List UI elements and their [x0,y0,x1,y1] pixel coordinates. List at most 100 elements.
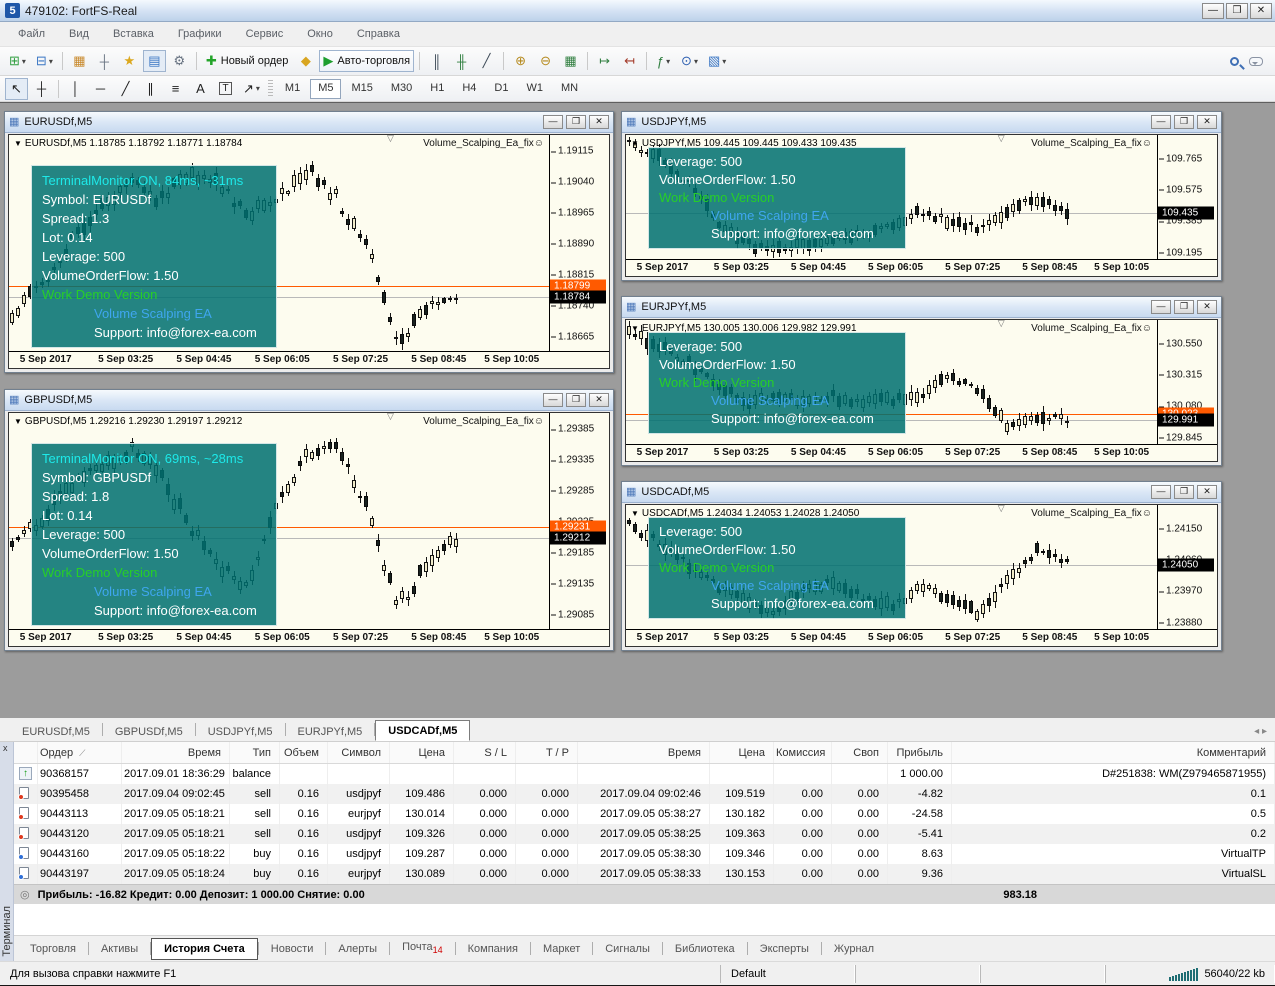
terminal-tab-0[interactable]: Торговля [30,942,76,955]
chart-minimize-button[interactable]: — [1151,115,1171,129]
zoom-in-button[interactable]: ⊕ [509,50,532,72]
candlestick-chart-button[interactable]: ╫ [450,50,473,72]
auto-scroll-button[interactable]: ↦ [593,50,616,72]
menu-item-0[interactable]: Файл [18,28,46,40]
chart-restore-button[interactable]: ❒ [1174,485,1194,499]
chart-window-titlebar[interactable]: ▦ EURJPYf,M5 — ❒ ✕ [622,297,1221,318]
search-icon[interactable] [1230,56,1239,66]
cursor-tool-button[interactable]: ↖ [5,77,28,100]
column-header-2[interactable]: Время [122,742,230,763]
table-row[interactable]: 90443197 2017.09.05 05:18:24 buy 0.16 eurjpy… [14,864,1275,884]
chart-shift-button[interactable]: ↤ [618,50,641,72]
horizontal-line-tool-button[interactable]: ─ [89,78,112,100]
chart-tab-usdjpyf[interactable]: USDJPYf,M5 [207,726,273,738]
crosshair-tool-button[interactable]: ┼ [30,78,53,100]
chart-tab-usdcadf[interactable]: USDCADf,M5 [375,720,471,741]
column-header-4[interactable]: Объем [280,742,328,763]
chart-plot-area[interactable]: ▼ GBPUSDf,M5 1.29216 1.29230 1.29197 1.29… [9,413,549,629]
metaeditor-button[interactable]: ◆ [294,50,317,72]
trendline-tool-button[interactable]: ╱ [114,78,137,100]
terminal-tab-2[interactable]: История Счета [151,937,258,960]
tab-scroll-arrows[interactable]: ◂ ▸ [1254,726,1267,737]
tile-windows-button[interactable]: ▦ [559,50,582,72]
chart-restore-button[interactable]: ❒ [1174,300,1194,314]
strategy-tester-button[interactable]: ⚙ [168,50,191,72]
timeframe-m5-button[interactable]: M5 [310,78,342,99]
terminal-tab-3[interactable]: Новости [270,942,314,955]
chart-minimize-button[interactable]: — [543,115,563,129]
terminal-tab-5[interactable]: Почта14 [402,941,443,956]
vertical-line-tool-button[interactable]: │ [64,78,87,100]
column-header-5[interactable]: Символ [328,742,390,763]
arrows-tool-button[interactable]: ↗ ▾ [239,78,264,100]
terminal-tab-11[interactable]: Журнал [833,942,875,955]
column-header-14[interactable]: Комментарий [952,742,1275,763]
text-label-tool-button[interactable]: T [214,78,237,100]
chart-window-titlebar[interactable]: ▦ USDCADf,M5 — ❒ ✕ [622,482,1221,503]
terminal-tab-1[interactable]: Активы [100,942,139,955]
column-header-6[interactable]: Цена [390,742,454,763]
column-header-3[interactable]: Тип [230,742,280,763]
new-order-button[interactable]: ✚ Новый ордер [202,50,293,72]
chart-plot-area[interactable]: ▼ EURJPYf,M5 130.005 130.006 129.982 129.… [626,320,1157,444]
chart-tab-eurusdf[interactable]: EURUSDf,M5 [22,726,90,738]
chart-restore-button[interactable]: ❒ [566,393,586,407]
terminal-tab-6[interactable]: Компания [467,942,518,955]
channel-tool-button[interactable]: ∥ [139,78,162,100]
menu-item-3[interactable]: Графики [177,28,222,40]
status-profile[interactable]: Default [720,964,855,983]
chart-plot-area[interactable]: ▼ USDCADf,M5 1.24034 1.24053 1.24028 1.24… [626,505,1157,629]
timeframe-m1-button[interactable]: M1 [284,81,301,94]
terminal-close-icon[interactable]: x [3,743,8,753]
menu-item-6[interactable]: Справка [356,28,400,40]
column-header-10[interactable]: Цена [710,742,774,763]
chart-tab-gbpusdf[interactable]: GBPUSDf,M5 [114,726,183,738]
chart-tab-eurjpyf[interactable]: EURJPYf,M5 [297,726,363,738]
terminal-tab-9[interactable]: Библиотека [674,942,735,955]
periods-button[interactable]: ⊙ ▾ [677,50,702,72]
table-row[interactable]: ↑ 90368157 2017.09.01 18:36:29 balance 1 000… [14,764,1275,784]
menu-item-2[interactable]: Вставка [112,28,154,40]
menu-item-1[interactable]: Вид [69,28,89,40]
profiles-button[interactable]: ⊟ ▾ [32,50,57,72]
zoom-out-button[interactable]: ⊖ [534,50,557,72]
chart-window-titlebar[interactable]: ▦ USDJPYf,M5 — ❒ ✕ [622,112,1221,133]
timeframe-d1-button[interactable]: D1 [494,81,509,94]
column-header-12[interactable]: Своп [832,742,888,763]
templates-button[interactable]: ▧ ▾ [704,50,730,72]
chart-close-button[interactable]: ✕ [589,393,609,407]
chart-window-titlebar[interactable]: ▦ GBPUSDf,M5 — ❒ ✕ [5,390,613,411]
timeframe-mn-button[interactable]: MN [560,81,579,94]
chart-window-titlebar[interactable]: ▦ EURUSDf,M5 — ❒ ✕ [5,112,613,133]
terminal-tab-7[interactable]: Маркет [542,942,581,955]
chart-plot-area[interactable]: ▼ EURUSDf,M5 1.18785 1.18792 1.18771 1.18… [9,135,549,351]
autotrade-button[interactable]: ▶ Авто-торговля [319,50,415,72]
navigator-button[interactable]: ★ [118,50,141,72]
column-header-9[interactable]: Время [578,742,710,763]
table-row[interactable]: 90443160 2017.09.05 05:18:22 buy 0.16 usdjpy… [14,844,1275,864]
chart-minimize-button[interactable]: — [1151,485,1171,499]
indicators-button[interactable]: ƒ ▾ [652,50,675,72]
chart-restore-button[interactable]: ❒ [566,115,586,129]
column-header-7[interactable]: S / L [454,742,516,763]
terminal-button[interactable]: ▤ [142,50,166,72]
chart-minimize-button[interactable]: — [543,393,563,407]
chart-close-button[interactable]: ✕ [1197,115,1217,129]
bar-chart-button[interactable]: ║ [425,50,448,72]
timeframe-h4-button[interactable]: H4 [462,81,477,94]
chart-close-button[interactable]: ✕ [1197,485,1217,499]
terminal-tab-8[interactable]: Сигналы [605,942,650,955]
terminal-tab-4[interactable]: Алерты [338,942,378,955]
fibonacci-tool-button[interactable]: ≡ [164,78,187,100]
line-chart-button[interactable]: ╱ [475,50,498,72]
timeframe-m15-button[interactable]: M15 [351,81,373,94]
timeframe-w1-button[interactable]: W1 [526,81,543,94]
chart-minimize-button[interactable]: — [1151,300,1171,314]
table-row[interactable]: 90395458 2017.09.04 09:02:45 sell 0.16 usdjp… [14,784,1275,804]
market-watch-button[interactable]: ▦ [68,50,91,72]
column-header-8[interactable]: T / P [516,742,578,763]
timeframe-h1-button[interactable]: H1 [430,81,445,94]
column-header-1[interactable]: Ордер ⟋ [38,742,122,763]
table-row[interactable]: 90443120 2017.09.05 05:18:21 sell 0.16 usdjp… [14,824,1275,844]
table-row[interactable]: 90443113 2017.09.05 05:18:21 sell 0.16 eurjp… [14,804,1275,824]
